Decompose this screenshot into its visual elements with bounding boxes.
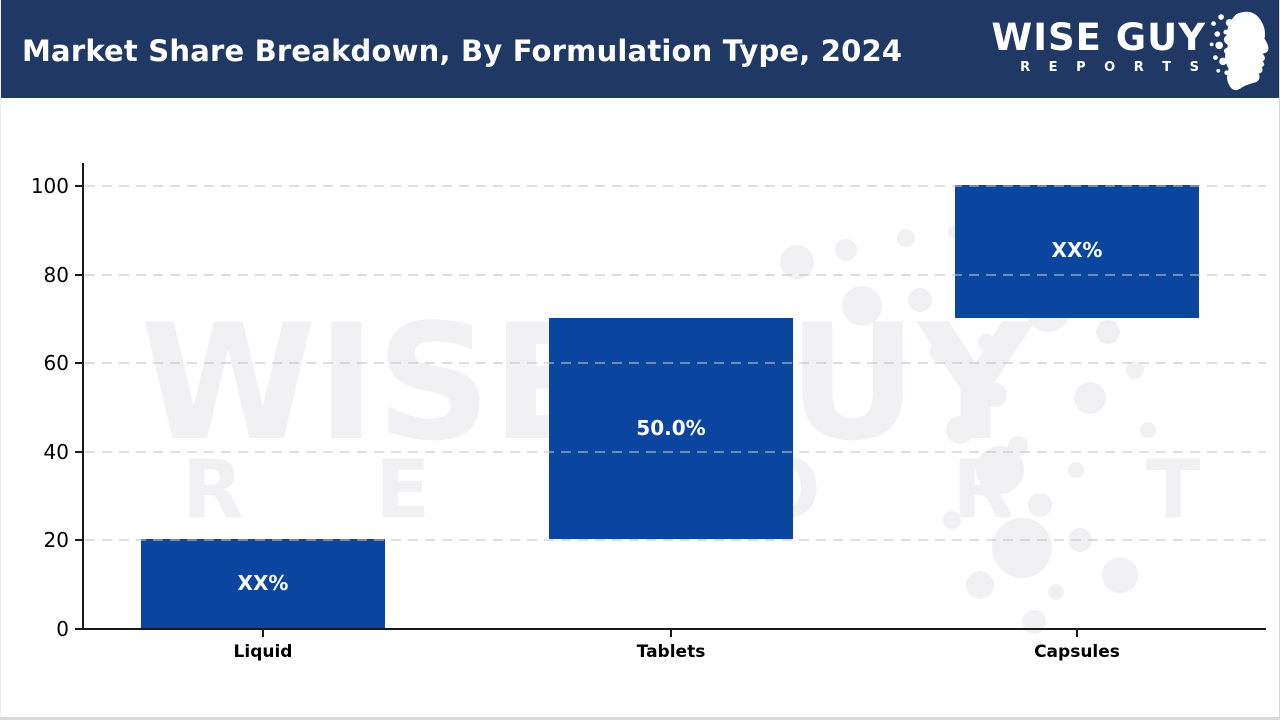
watermark-dot: [897, 229, 915, 247]
wise-guy-logo: WISE GUY R E P O R T S: [991, 6, 1272, 94]
watermark-dot: [978, 334, 994, 350]
gridline: [85, 450, 1266, 453]
watermark-dot: [930, 342, 950, 362]
y-tick-label: 40: [43, 439, 69, 464]
bar-value-label: 50.0%: [636, 415, 706, 440]
logo-subtitle: R E P O R T S: [1020, 60, 1206, 75]
gridline: [85, 539, 1266, 542]
watermark-dot: [1028, 493, 1052, 517]
bar-liquid: XX%: [141, 539, 385, 628]
watermark-dot: [1102, 557, 1138, 593]
page-title: Market Share Breakdown, By Formulation T…: [22, 34, 903, 68]
watermark-dot: [943, 511, 961, 529]
x-tick-mark: [1076, 630, 1078, 637]
bar-value-label: XX%: [237, 570, 289, 595]
chart-area: WISE GUY R E P O R T S XX%50.0%XX%020406…: [0, 98, 1280, 720]
logo-wordmark: WISE GUY: [991, 16, 1206, 59]
watermark-dot: [976, 446, 1024, 494]
watermark-dot: [842, 286, 882, 326]
y-axis: [82, 162, 84, 630]
y-tick-mark: [75, 628, 82, 630]
y-tick-mark: [75, 539, 82, 542]
y-tick-label: 80: [43, 262, 69, 287]
x-tick-label: Liquid: [233, 642, 293, 662]
watermark-dot: [946, 416, 974, 444]
y-tick-mark: [75, 362, 82, 365]
watermark-dot: [908, 288, 932, 312]
y-tick-mark: [75, 273, 82, 276]
watermark-dot: [1126, 361, 1144, 379]
x-tick-label: Tablets: [636, 642, 706, 662]
y-tick-label: 20: [43, 528, 69, 553]
x-tick-label: Capsules: [1034, 642, 1120, 662]
y-tick-mark: [75, 450, 82, 453]
x-tick-mark: [262, 630, 264, 637]
watermark-dot: [780, 245, 814, 279]
y-tick-label: 0: [56, 617, 69, 641]
face-profile-icon: [1209, 11, 1269, 91]
watermark-dot: [1068, 462, 1084, 478]
watermark-dot: [1074, 382, 1106, 414]
bar-tablets: 50.0%: [549, 317, 793, 540]
gridline: [85, 185, 1266, 187]
gridline: [85, 273, 1266, 276]
watermark-dot: [992, 518, 1052, 578]
header-bar: Market Share Breakdown, By Formulation T…: [0, 0, 1280, 98]
watermark-dot: [966, 571, 994, 599]
y-tick-mark: [75, 185, 82, 187]
watermark-dot: [1140, 422, 1156, 438]
x-tick-mark: [670, 630, 672, 637]
watermark-dot: [1022, 610, 1046, 634]
bar-value-label: XX%: [1051, 238, 1103, 263]
watermark-dot: [1096, 320, 1120, 344]
x-axis: [82, 628, 1266, 630]
logo-text-block: WISE GUY R E P O R T S: [991, 16, 1206, 76]
y-tick-label: 60: [43, 351, 69, 376]
watermark-dot: [835, 239, 857, 261]
bar-capsules: XX%: [955, 185, 1199, 318]
gridline: [85, 362, 1266, 365]
watermark-dot: [983, 383, 1007, 407]
y-tick-label: 100: [30, 174, 69, 198]
watermark-dot: [1048, 584, 1064, 600]
